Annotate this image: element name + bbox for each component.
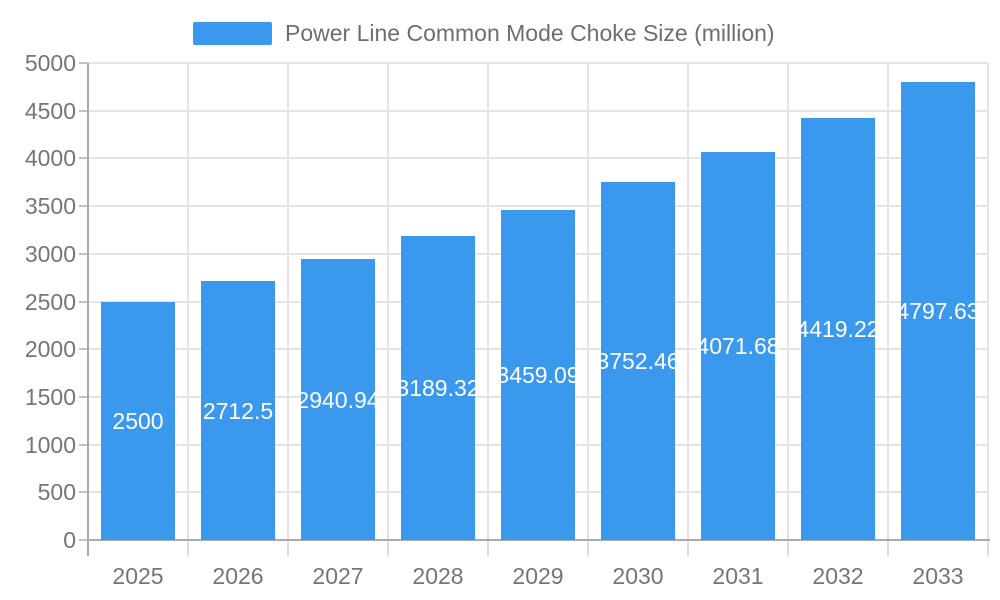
y-axis-tick <box>79 252 87 255</box>
x-axis-line <box>87 539 990 541</box>
legend-swatch-icon <box>193 22 272 45</box>
y-tick-label: 1000 <box>24 431 76 458</box>
bar-2033[interactable] <box>901 82 975 540</box>
v-gridline <box>687 63 689 540</box>
y-tick-label: 500 <box>37 479 76 506</box>
y-axis-tick <box>79 491 87 494</box>
v-gridline <box>287 63 289 540</box>
x-tick-label: 2032 <box>812 563 864 589</box>
bar-2029[interactable] <box>501 210 575 540</box>
y-tick-label: 1500 <box>24 383 76 410</box>
v-gridline <box>487 63 489 540</box>
v-gridline <box>387 63 389 540</box>
v-gridline <box>787 63 789 540</box>
h-gridline <box>88 62 988 64</box>
x-tick-label: 2027 <box>312 563 364 589</box>
y-tick-label: 4000 <box>24 145 76 172</box>
y-axis-tick <box>79 157 87 160</box>
x-tick-label: 2030 <box>612 563 664 589</box>
bar-2026[interactable] <box>201 281 275 540</box>
x-axis-tick <box>687 541 689 556</box>
x-tick-label: 2028 <box>412 563 464 589</box>
y-axis-line <box>87 63 89 540</box>
h-gridline <box>88 205 988 208</box>
y-tick-label: 3500 <box>24 193 76 220</box>
bar-2027[interactable] <box>301 259 375 540</box>
y-axis-tick <box>79 443 87 446</box>
bar-2031[interactable] <box>701 151 775 540</box>
x-axis-tick <box>787 541 789 556</box>
y-tick-label: 2500 <box>24 288 76 315</box>
v-gridline <box>887 63 889 540</box>
y-tick-label: 5000 <box>24 50 76 76</box>
x-tick-label: 2025 <box>112 563 164 589</box>
y-axis-tick <box>79 300 87 303</box>
y-axis-tick <box>79 62 87 64</box>
x-axis-tick <box>887 541 889 556</box>
h-gridline <box>88 109 988 112</box>
x-axis-tick <box>187 541 189 556</box>
x-axis-tick <box>287 541 289 556</box>
x-tick-label: 2033 <box>912 563 964 589</box>
x-axis-tick <box>587 541 589 556</box>
y-tick-label: 3000 <box>24 240 76 267</box>
y-axis-tick <box>79 348 87 351</box>
y-axis-tick <box>87 541 89 556</box>
x-axis-tick <box>387 541 389 556</box>
y-tick-label: 4500 <box>24 97 76 124</box>
legend-label: Power Line Common Mode Choke Size (milli… <box>285 20 775 46</box>
bar-2032[interactable] <box>801 118 875 540</box>
h-gridline <box>88 157 988 160</box>
x-tick-label: 2031 <box>712 563 764 589</box>
v-gridline <box>987 63 989 540</box>
bar-2025[interactable] <box>101 301 175 540</box>
bar-2030[interactable] <box>601 182 675 540</box>
bar-2028[interactable] <box>401 235 475 540</box>
y-axis-tick <box>79 539 87 541</box>
x-axis-tick <box>987 541 989 556</box>
x-axis-tick <box>487 541 489 556</box>
v-gridline <box>187 63 189 540</box>
x-tick-label: 2029 <box>512 563 564 589</box>
y-tick-label: 0 <box>63 527 76 553</box>
x-tick-label: 2026 <box>212 563 264 589</box>
y-axis-tick <box>79 205 87 208</box>
y-axis-tick <box>79 395 87 398</box>
y-axis-tick <box>79 109 87 112</box>
y-tick-label: 2000 <box>24 336 76 363</box>
v-gridline <box>587 63 589 540</box>
